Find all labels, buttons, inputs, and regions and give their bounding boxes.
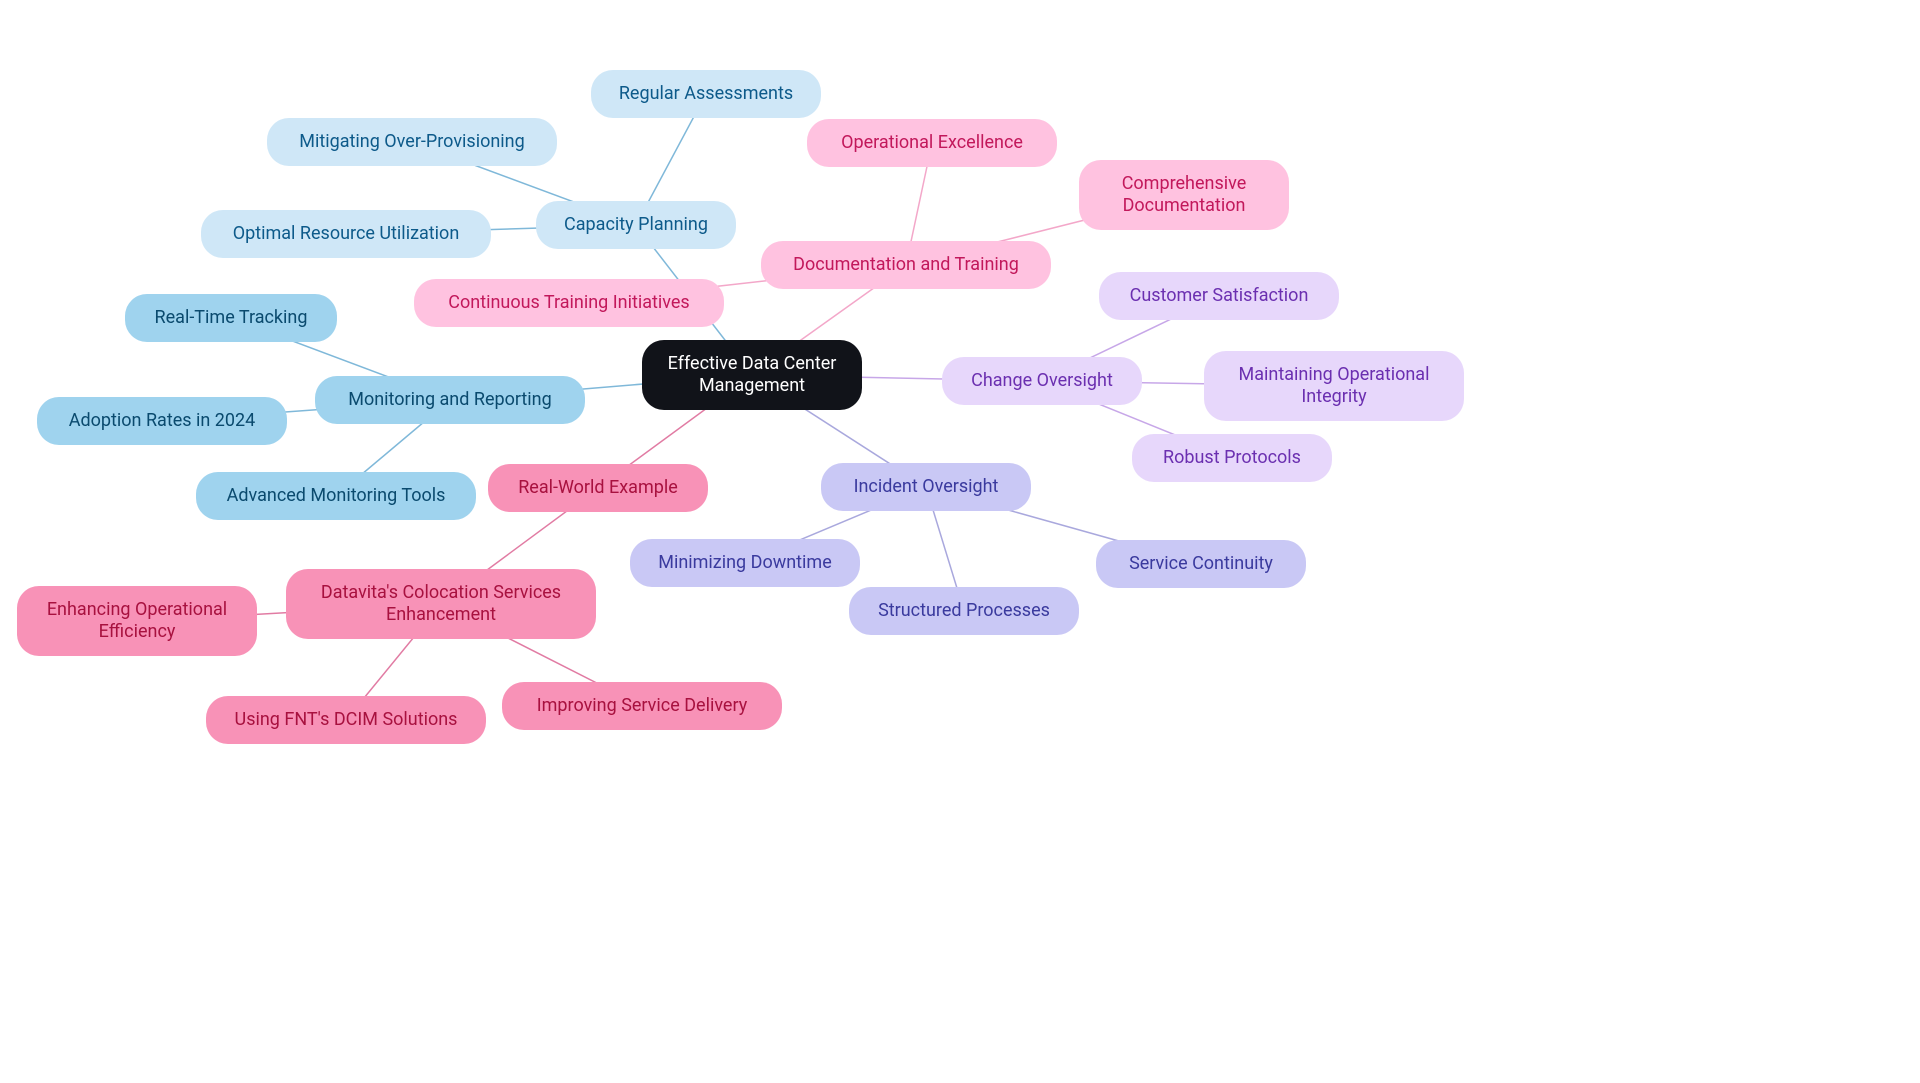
node-cap_mitigating: Mitigating Over-Provisioning — [267, 118, 557, 166]
node-label: Incident Oversight — [854, 476, 999, 499]
node-label: Minimizing Downtime — [658, 552, 832, 575]
node-incident: Incident Oversight — [821, 463, 1031, 511]
node-label: Regular Assessments — [619, 83, 793, 106]
node-docs: Documentation and Training — [761, 241, 1051, 289]
node-label: Real-World Example — [518, 477, 678, 500]
node-inc_structured: Structured Processes — [849, 587, 1079, 635]
node-monitoring: Monitoring and Reporting — [315, 376, 585, 424]
node-datavita: Datavita's Colocation Services Enhanceme… — [286, 569, 596, 639]
node-label: Adoption Rates in 2024 — [69, 410, 256, 433]
node-label: Optimal Resource Utilization — [233, 223, 460, 246]
node-doc_excellence: Operational Excellence — [807, 119, 1057, 167]
node-inc_continuity: Service Continuity — [1096, 540, 1306, 588]
node-cap_regular: Regular Assessments — [591, 70, 821, 118]
node-label: Monitoring and Reporting — [348, 389, 551, 412]
node-label: Real-Time Tracking — [155, 307, 308, 330]
node-label: Improving Service Delivery — [537, 695, 748, 718]
node-label: Structured Processes — [878, 600, 1050, 623]
node-label: Effective Data Center Management — [668, 353, 837, 398]
node-label: Enhancing Operational Efficiency — [47, 599, 227, 644]
node-mon_adoption: Adoption Rates in 2024 — [37, 397, 287, 445]
node-label: Customer Satisfaction — [1130, 285, 1309, 308]
node-label: Maintaining Operational Integrity — [1239, 364, 1430, 409]
node-label: Comprehensive Documentation — [1122, 173, 1247, 218]
node-dat_service: Improving Service Delivery — [502, 682, 782, 730]
node-doc_training: Continuous Training Initiatives — [414, 279, 724, 327]
node-label: Robust Protocols — [1163, 447, 1301, 470]
node-label: Change Oversight — [971, 370, 1113, 393]
node-dat_efficiency: Enhancing Operational Efficiency — [17, 586, 257, 656]
node-dat_fnt: Using FNT's DCIM Solutions — [206, 696, 486, 744]
node-label: Datavita's Colocation Services Enhanceme… — [321, 582, 561, 627]
node-doc_comprehensive: Comprehensive Documentation — [1079, 160, 1289, 230]
mindmap-canvas: Effective Data Center Management Capacity… — [0, 0, 1920, 1083]
node-inc_minimizing: Minimizing Downtime — [630, 539, 860, 587]
node-label: Continuous Training Initiatives — [448, 292, 689, 315]
node-label: Service Continuity — [1129, 553, 1273, 576]
node-change: Change Oversight — [942, 357, 1142, 405]
node-label: Advanced Monitoring Tools — [227, 485, 446, 508]
node-center: Effective Data Center Management — [642, 340, 862, 410]
node-realworld: Real-World Example — [488, 464, 708, 512]
node-chg_customer: Customer Satisfaction — [1099, 272, 1339, 320]
node-label: Capacity Planning — [564, 214, 708, 237]
node-label: Using FNT's DCIM Solutions — [235, 709, 458, 732]
node-label: Mitigating Over-Provisioning — [299, 131, 524, 154]
node-chg_robust: Robust Protocols — [1132, 434, 1332, 482]
node-mon_advanced: Advanced Monitoring Tools — [196, 472, 476, 520]
node-capacity: Capacity Planning — [536, 201, 736, 249]
node-chg_integrity: Maintaining Operational Integrity — [1204, 351, 1464, 421]
node-label: Documentation and Training — [793, 254, 1019, 277]
node-mon_realtime: Real-Time Tracking — [125, 294, 337, 342]
node-cap_optimal: Optimal Resource Utilization — [201, 210, 491, 258]
node-label: Operational Excellence — [841, 132, 1023, 155]
